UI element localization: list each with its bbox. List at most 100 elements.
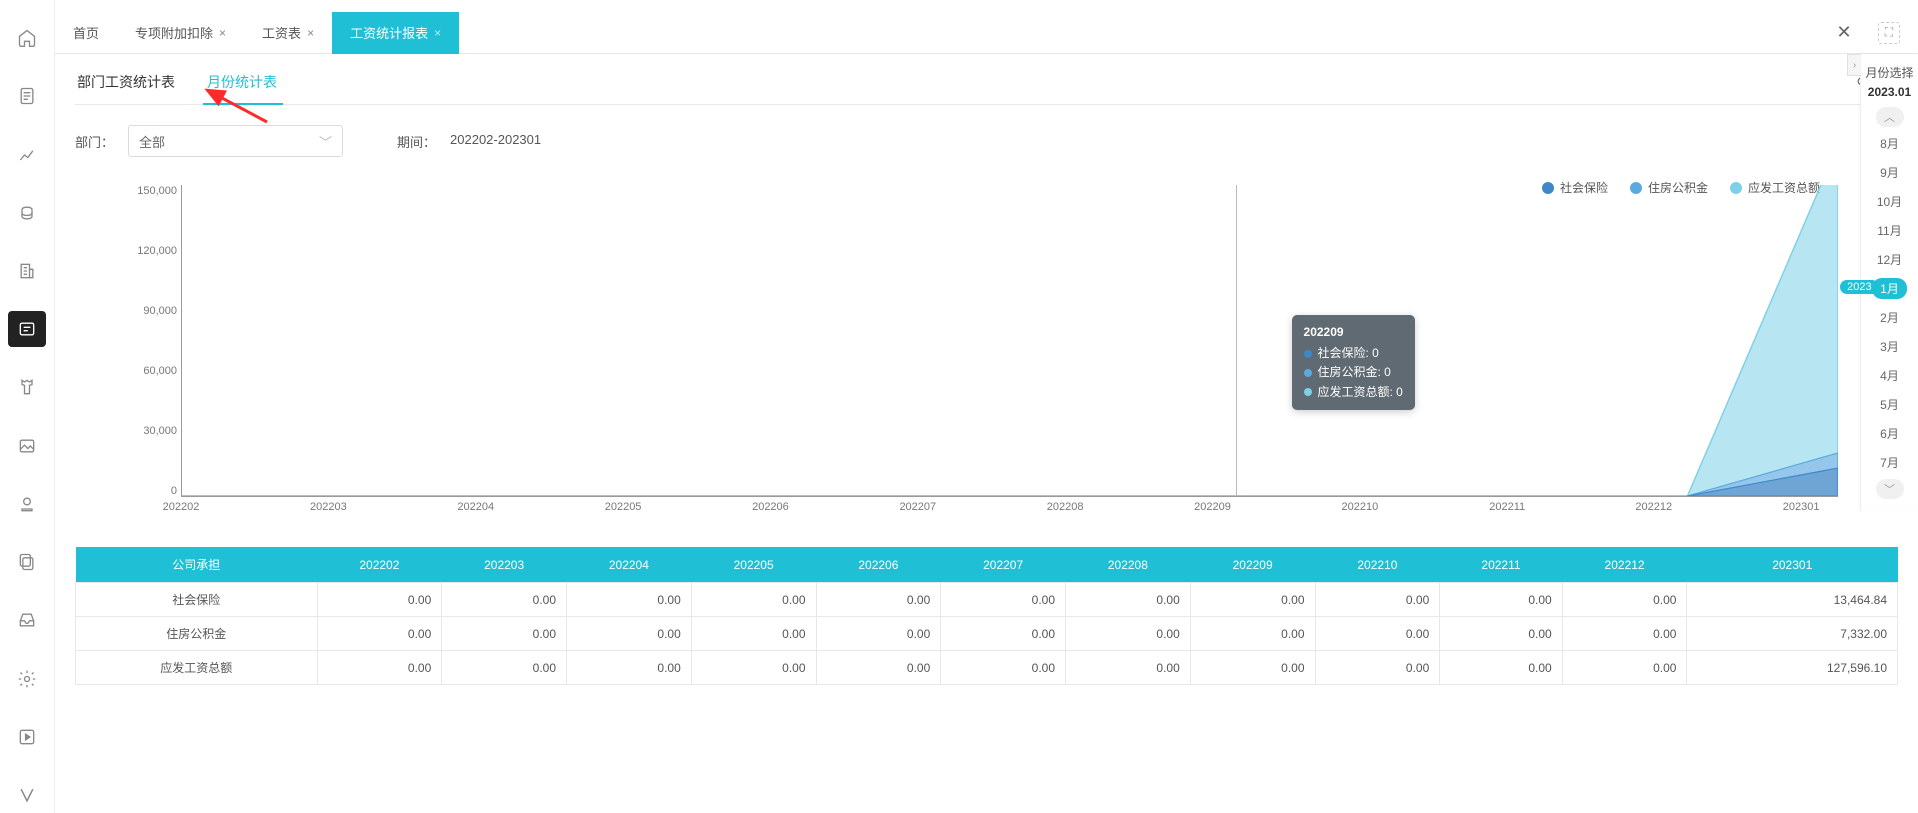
table-cell: 0.00 [816,617,941,651]
salary-chart[interactable]: 150,000120,00090,00060,00030,0000 202209… [105,185,1838,525]
tab-close-icon[interactable]: × [219,26,226,40]
content-area: 部门工资统计表月份统计表 ⟳ 刷新 部门： 全部 ﹀ 期间： 202202-20… [55,54,1918,813]
top-tab[interactable]: 专项附加扣除× [117,12,244,54]
y-tick-label: 150,000 [105,185,177,197]
month-option[interactable]: 9月 [1872,162,1907,183]
nav-v-icon[interactable] [8,777,46,813]
sub-tab[interactable]: 月份统计表 [205,72,279,104]
row-label: 社会保险 [76,583,318,617]
nav-play-icon[interactable] [8,719,46,755]
dept-select[interactable]: 全部 ﹀ [128,125,343,157]
sub-tabbar: 部门工资统计表月份统计表 ⟳ 刷新 [75,72,1898,105]
tooltip-row: 住房公积金: 0 [1304,363,1403,382]
month-option[interactable]: 5月 [1872,394,1907,415]
period-value: 202202-202301 [450,132,541,151]
nav-stamp-icon[interactable] [8,486,46,522]
top-tab-label: 首页 [73,23,99,42]
month-option[interactable]: 6月 [1872,423,1907,444]
table-cell: 0.00 [691,617,816,651]
table-header-first: 公司承担 [76,547,318,583]
x-tick-label: 202207 [899,501,936,525]
nav-salary-icon[interactable] [8,311,46,347]
tab-close-icon[interactable]: × [307,26,314,40]
y-tick-label: 0 [105,485,177,497]
table-cell: 0.00 [1562,651,1687,685]
table-cell: 0.00 [816,583,941,617]
month-option[interactable]: 7月 [1872,452,1907,473]
month-scroll-down-button[interactable]: ﹀ [1876,479,1904,499]
x-tick-label: 202301 [1783,501,1820,525]
chart-tooltip: 202209社会保险: 0住房公积金: 0应发工资总额: 0 [1292,315,1415,410]
table-cell: 0.00 [317,617,442,651]
table-cell: 127,596.10 [1687,651,1898,685]
top-tabbar: 首页专项附加扣除×工资表×工资统计报表× ✕ ⛶ [55,12,1918,54]
month-scroll-up-button[interactable]: ︿ [1876,107,1904,127]
table-cell: 0.00 [567,651,692,685]
table-cell: 0.00 [1066,617,1191,651]
table-row: 应发工资总额0.000.000.000.000.000.000.000.000.… [76,651,1898,685]
table-cell: 0.00 [1440,617,1562,651]
plot-area: 202209社会保险: 0住房公积金: 0应发工资总额: 0 [181,185,1838,497]
nav-chart-icon[interactable] [8,136,46,172]
table-header: 202202 [317,547,442,583]
nav-copy-icon[interactable] [8,544,46,580]
top-tab[interactable]: 工资统计报表× [332,12,459,54]
y-tick-label: 120,000 [105,245,177,257]
table-cell: 13,464.84 [1687,583,1898,617]
period-label: 期间： [397,132,436,151]
nav-building-icon[interactable] [8,253,46,289]
table-cell: 0.00 [691,651,816,685]
nav-home-icon[interactable] [8,20,46,56]
close-all-tabs-button[interactable]: ✕ [1832,21,1856,45]
chart-container: 社会保险住房公积金应发工资总额 150,000120,00090,00060,0… [75,185,1898,525]
tab-close-icon[interactable]: × [434,26,441,40]
table-cell: 0.00 [1190,617,1315,651]
table-cell: 0.00 [1440,583,1562,617]
month-panel-header: 月份选择 [1865,64,1913,81]
month-option[interactable]: 4月 [1872,365,1907,386]
top-tab[interactable]: 工资表 × [244,12,332,54]
month-option[interactable]: 11月 [1869,220,1909,241]
y-tick-label: 30,000 [105,425,177,437]
subtab-underline [203,103,283,105]
x-tick-label: 202203 [310,501,347,525]
sidebar [0,0,55,813]
table-header: 202203 [442,547,567,583]
tooltip-row: 应发工资总额: 0 [1304,383,1403,402]
x-tick-label: 202212 [1635,501,1672,525]
nav-shirt-icon[interactable] [8,369,46,405]
month-option[interactable]: 8月 [1872,133,1907,154]
fullscreen-button[interactable]: ⛶ [1878,22,1900,44]
x-tick-label: 202209 [1194,501,1231,525]
table-header: 202207 [941,547,1066,583]
nav-money-icon[interactable] [8,195,46,231]
nav-image-icon[interactable] [8,428,46,464]
panel-collapse-button[interactable]: › [1847,54,1861,76]
table-header: 202204 [567,547,692,583]
table-cell: 0.00 [1066,651,1191,685]
top-tab-label: 工资表 [262,23,301,42]
nav-inbox-icon[interactable] [8,602,46,638]
y-tick-label: 90,000 [105,305,177,317]
top-tab[interactable]: 首页 [55,12,117,54]
table-cell: 0.00 [1562,617,1687,651]
month-option[interactable]: 12月 [1869,249,1910,270]
table-header: 202211 [1440,547,1562,583]
nav-gear-icon[interactable] [8,660,46,696]
x-tick-label: 202205 [605,501,642,525]
x-tick-label: 202202 [163,501,200,525]
month-option[interactable]: 2月 [1872,307,1907,328]
table-cell: 0.00 [442,651,567,685]
month-option[interactable]: 10月 [1869,191,1910,212]
dept-select-value: 全部 [139,132,165,151]
chevron-down-icon: ﹀ [319,132,332,151]
month-option[interactable]: 1月2023 [1872,278,1907,299]
nav-doc-icon[interactable] [8,78,46,114]
table-row: 住房公积金0.000.000.000.000.000.000.000.000.0… [76,617,1898,651]
table-cell: 0.00 [1315,583,1440,617]
table-cell: 0.00 [567,583,692,617]
x-tick-label: 202208 [1047,501,1084,525]
sub-tab[interactable]: 部门工资统计表 [75,72,177,104]
table-header: 202205 [691,547,816,583]
month-option[interactable]: 3月 [1872,336,1907,357]
